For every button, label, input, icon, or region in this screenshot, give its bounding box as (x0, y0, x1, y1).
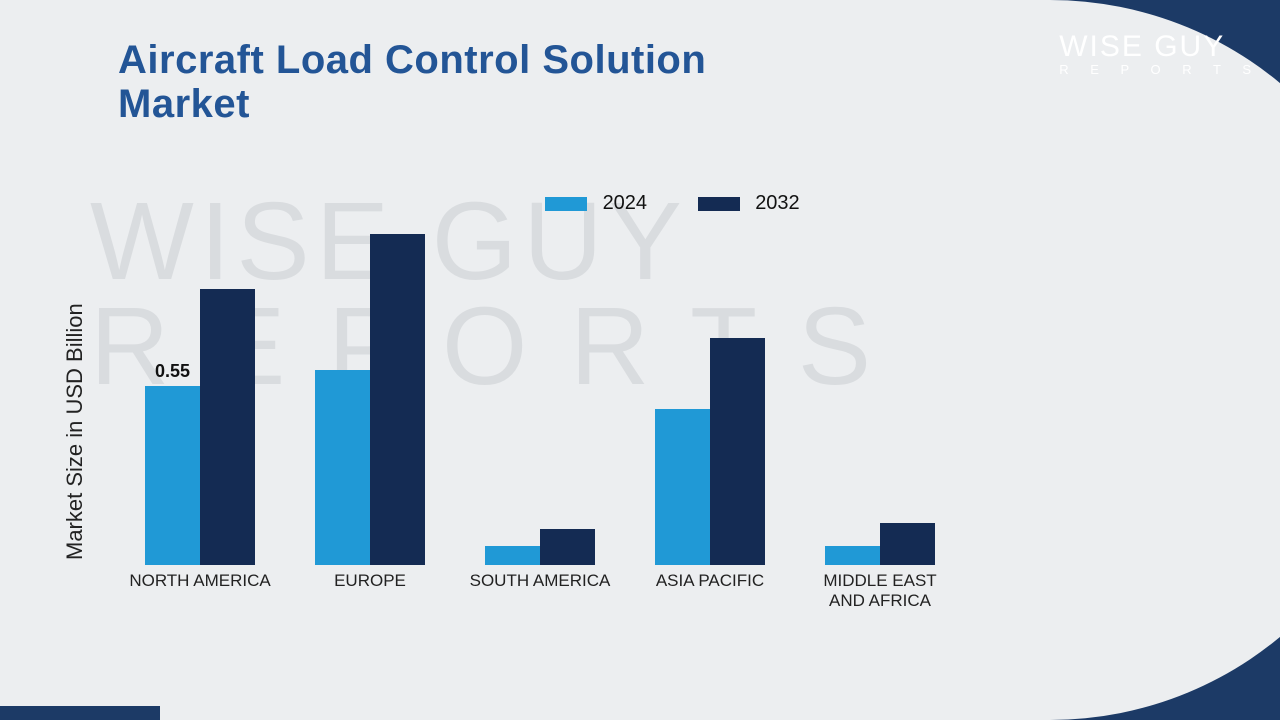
x-axis-label: SOUTH AMERICA (465, 571, 615, 591)
bar-value-label: 0.55 (145, 361, 200, 382)
bar-2032 (540, 529, 595, 565)
chart-title: Aircraft Load Control Solution Market (118, 38, 738, 126)
chart-stage: WISE GUY R E P O R T S Aircraft Load Con… (0, 0, 1280, 720)
logo-line-2: R E P O R T S (1059, 62, 1260, 77)
bar-2024 (485, 546, 540, 566)
bar-group (465, 175, 615, 565)
bar-2032 (200, 289, 255, 565)
bar-2032 (880, 523, 935, 565)
logo-line-1: WISE GUY (1059, 30, 1260, 64)
bar-group (805, 175, 955, 565)
bar-2024 (655, 409, 710, 565)
region-group: MIDDLE EAST AND AFRICA (805, 175, 955, 565)
plot-area: 0.55NORTH AMERICAEUROPESOUTH AMERICAASIA… (105, 175, 935, 565)
x-axis-label: MIDDLE EAST AND AFRICA (805, 571, 955, 610)
bar-group (295, 175, 445, 565)
bar-group (635, 175, 785, 565)
x-axis-label: ASIA PACIFIC (635, 571, 785, 591)
bar-2024 (825, 546, 880, 566)
x-axis-label: NORTH AMERICA (125, 571, 275, 591)
region-group: EUROPE (295, 175, 445, 565)
bar-group: 0.55 (125, 175, 275, 565)
bar-2032 (710, 338, 765, 566)
region-group: 0.55NORTH AMERICA (125, 175, 275, 565)
brand-logo: WISE GUY R E P O R T S (1059, 30, 1260, 77)
bar-2032 (370, 234, 425, 566)
footer-accent-bar (0, 706, 160, 720)
y-axis-label: Market Size in USD Billion (62, 303, 88, 560)
bar-2024 (145, 386, 200, 565)
region-group: SOUTH AMERICA (465, 175, 615, 565)
x-axis-label: EUROPE (295, 571, 445, 591)
bar-2024 (315, 370, 370, 565)
region-group: ASIA PACIFIC (635, 175, 785, 565)
